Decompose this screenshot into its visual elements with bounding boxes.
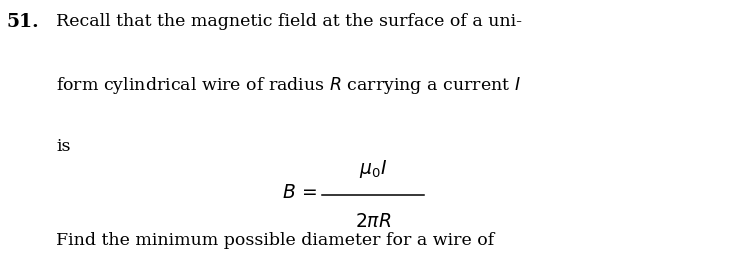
Text: Find the minimum possible diameter for a wire of: Find the minimum possible diameter for a… [56,232,495,249]
Text: $B\, =$: $B\, =$ [282,184,318,201]
Text: 51.: 51. [6,13,38,31]
Text: $2\pi R$: $2\pi R$ [355,213,391,231]
Text: $\mu_0 I$: $\mu_0 I$ [358,158,387,180]
Text: Recall that the magnetic field at the surface of a uni-: Recall that the magnetic field at the su… [56,13,523,30]
Text: is: is [56,138,71,155]
Text: form cylindrical wire of radius $R$ carrying a current $I$: form cylindrical wire of radius $R$ carr… [56,75,521,96]
